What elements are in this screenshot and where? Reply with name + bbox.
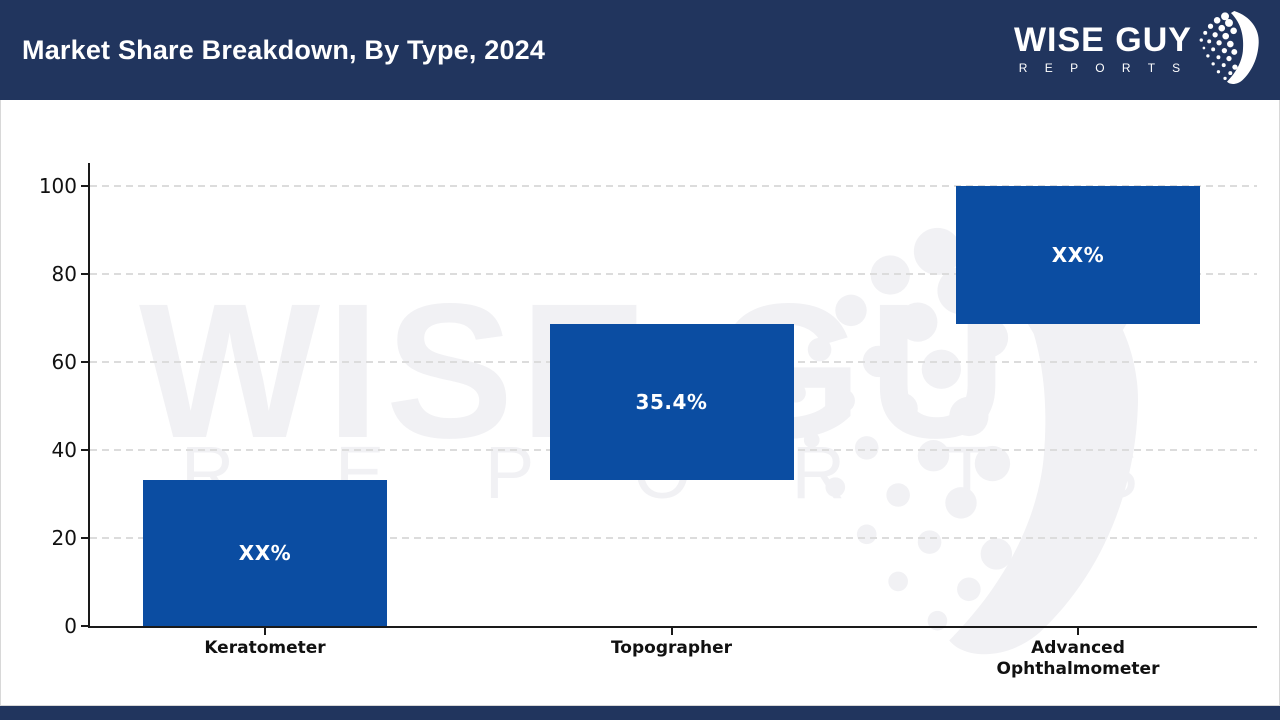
brand-logo: WISE GUY R E P O R T S: [1014, 10, 1262, 86]
y-axis-line: [88, 163, 90, 628]
bar-value-label: XX%: [238, 540, 292, 565]
bar-keratometer[interactable]: XX%: [143, 479, 387, 626]
y-axis-tick: [81, 185, 88, 187]
header-bar: Market Share Breakdown, By Type, 2024 WI…: [0, 0, 1280, 100]
y-axis-tick: [81, 273, 88, 275]
x-category-label: Keratometer: [204, 638, 326, 658]
gridline: [90, 537, 1257, 539]
brand-name: WISE GUY: [1013, 21, 1192, 59]
brand-subtitle: R E P O R T S: [1018, 61, 1188, 75]
bar-topographer[interactable]: 35.4%: [549, 324, 794, 480]
x-axis-tick: [264, 628, 266, 635]
footer-bar: [0, 706, 1280, 720]
x-category-label: Advanced Ophthalmometer: [996, 638, 1160, 679]
y-axis-tick-label: 20: [51, 526, 77, 550]
y-axis-tick: [81, 361, 88, 363]
x-axis-tick: [670, 628, 673, 635]
dotted-face-logo-icon: [1196, 10, 1262, 86]
x-category-label: Topographer: [610, 638, 733, 658]
y-axis-tick: [81, 449, 88, 451]
x-axis-line: [88, 626, 1257, 628]
bar-value-label: 35.4%: [635, 390, 708, 415]
y-axis-tick-label: 0: [64, 614, 77, 638]
page-title: Market Share Breakdown, By Type, 2024: [22, 34, 546, 65]
y-axis-tick: [81, 625, 88, 627]
bar-value-label: XX%: [1051, 243, 1105, 268]
chart-area: WISE GUY R E P O R T S 020406080100XX%Ke…: [0, 100, 1280, 706]
gridline: [90, 185, 1257, 187]
y-axis-tick-label: 80: [51, 262, 77, 286]
y-axis-tick-label: 100: [38, 174, 77, 198]
y-axis-tick-label: 60: [51, 350, 77, 374]
bar-advanced-ophthalmometer[interactable]: XX%: [956, 186, 1200, 325]
y-axis-tick: [81, 537, 88, 539]
gridline: [90, 273, 1257, 275]
x-axis-tick: [1077, 628, 1079, 635]
y-axis-tick-label: 40: [51, 438, 77, 462]
